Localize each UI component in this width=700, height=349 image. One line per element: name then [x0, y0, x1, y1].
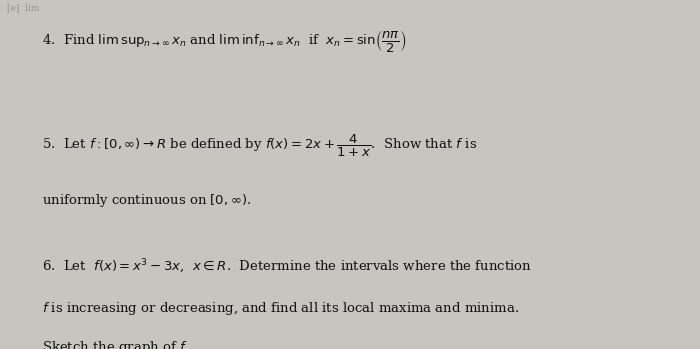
Text: 5.  Let $f:\left[0,\infty\right)\to R$ be defined by $f(x) = 2x + \dfrac{4}{1+x}: 5. Let $f:\left[0,\infty\right)\to R$ be…: [42, 133, 477, 159]
Text: $f$ is increasing or decreasing, and find all its local maxima and minima.: $f$ is increasing or decreasing, and fin…: [42, 300, 519, 317]
Text: [e]  lim: [e] lim: [7, 3, 39, 13]
Text: uniformly continuous on $[0,\infty)$.: uniformly continuous on $[0,\infty)$.: [42, 192, 251, 209]
Text: 6.  Let  $f(x) = x^3 - 3x$,  $x \in R$.  Determine the intervals where the funct: 6. Let $f(x) = x^3 - 3x$, $x \in R$. Det…: [42, 258, 532, 276]
Text: 4.  Find $\mathrm{lim\,sup}_{n\to\infty}\, x_n$ and $\mathrm{lim\,inf}_{n\to\inf: 4. Find $\mathrm{lim\,sup}_{n\to\infty}\…: [42, 28, 407, 54]
Text: Sketch the graph of $f$.: Sketch the graph of $f$.: [42, 339, 189, 349]
